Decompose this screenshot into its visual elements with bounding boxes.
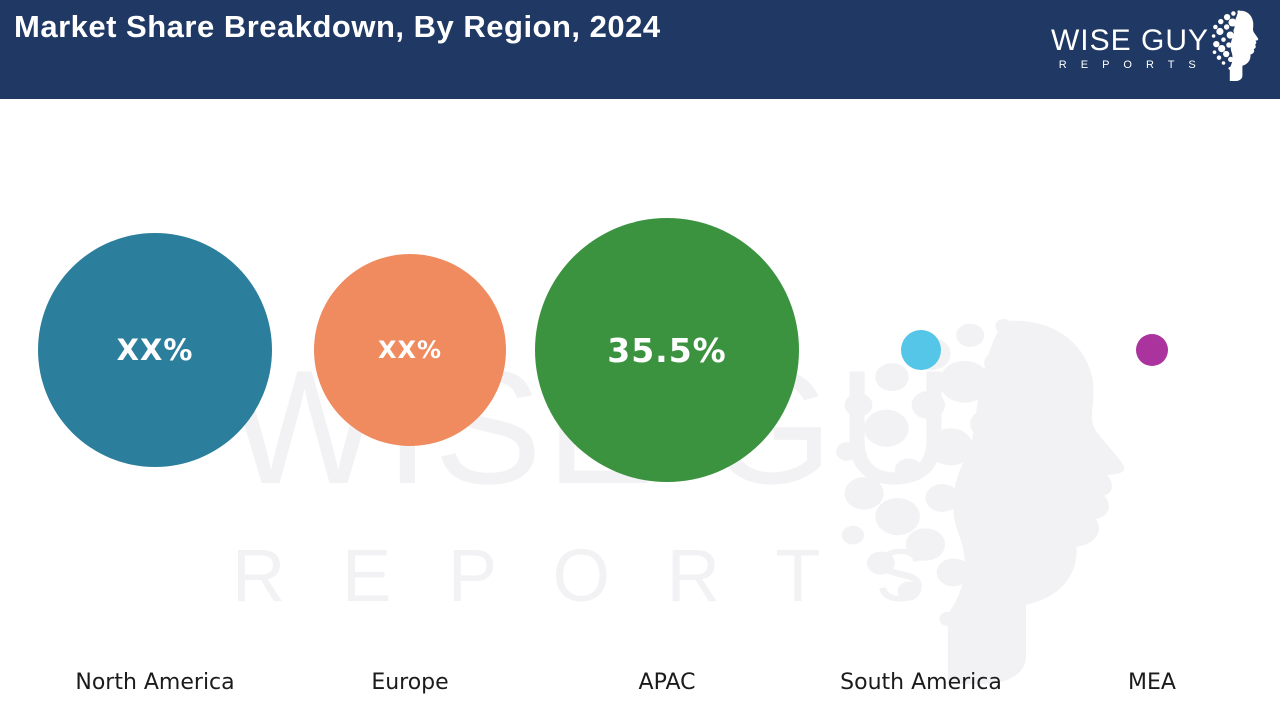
category-label-europe: Europe	[371, 670, 449, 695]
bubble-south-america	[901, 330, 941, 370]
bubble-north-america: XX%	[38, 233, 272, 467]
brand-logo: WISE GUY R E P O R T S	[1051, 9, 1264, 81]
bubble-value-label: 35.5%	[607, 330, 727, 370]
head-profile-icon	[1210, 9, 1264, 81]
bubble-mea	[1136, 334, 1168, 366]
logo-tagline: R E P O R T S	[1058, 58, 1202, 71]
watermark-head-profile-icon	[825, 312, 1160, 684]
watermark-tagline: R E P O R T S	[232, 534, 944, 617]
bubble-chart: WISE GUY R E P O R T S XX% XX% 35.5% Nor…	[0, 99, 1280, 720]
logo-wordmark: WISE GUY	[1050, 23, 1209, 57]
bubble-europe: XX%	[314, 254, 506, 446]
bubble-apac: 35.5%	[535, 218, 799, 482]
header-bar: Market Share Breakdown, By Region, 2024 …	[0, 0, 1280, 99]
category-label-south-america: South America	[840, 670, 1002, 695]
category-label-mea: MEA	[1128, 670, 1176, 695]
brand-logo-text: WISE GUY R E P O R T S	[1050, 23, 1209, 71]
bubble-value-label: XX%	[116, 333, 194, 367]
category-label-apac: APAC	[638, 670, 696, 695]
category-label-north-america: North America	[75, 670, 235, 695]
bubble-value-label: XX%	[377, 336, 443, 364]
page-title: Market Share Breakdown, By Region, 2024	[14, 9, 661, 44]
